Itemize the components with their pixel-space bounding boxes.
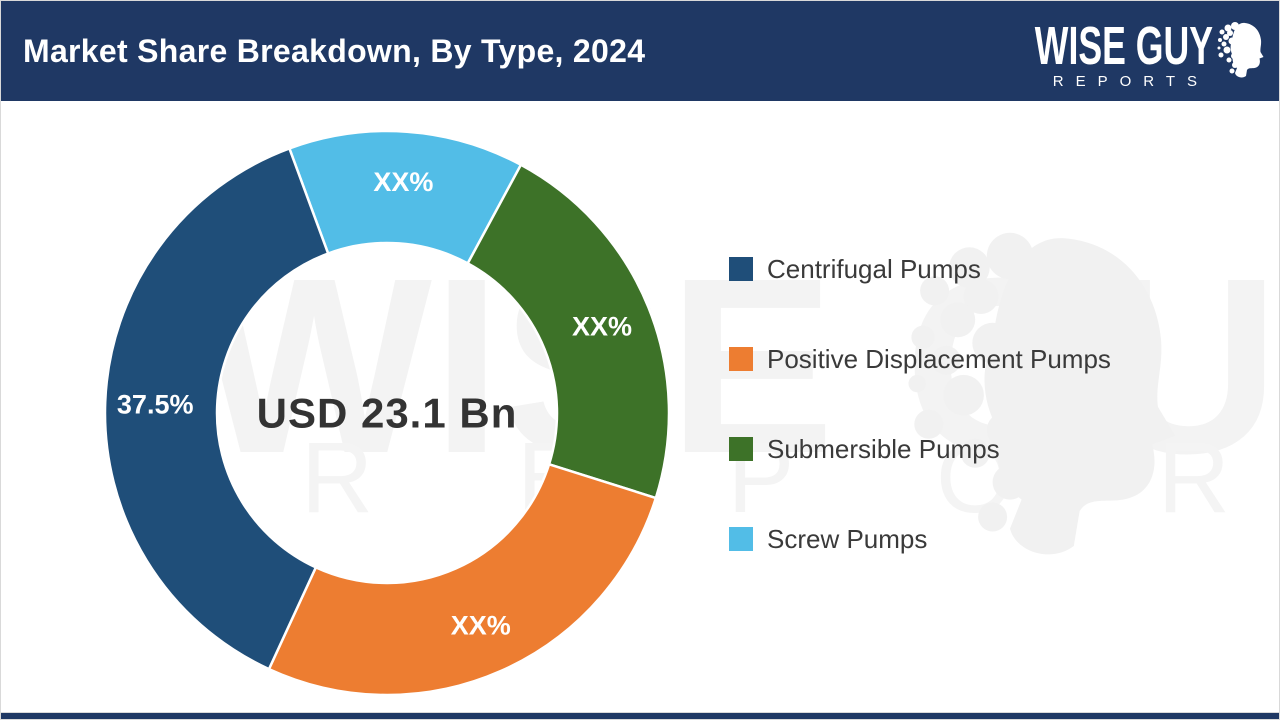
page-title: Market Share Breakdown, By Type, 2024 [23, 32, 646, 69]
legend-item: Submersible Pumps [729, 433, 1111, 465]
legend-label: Submersible Pumps [767, 433, 1000, 464]
donut-segment [466, 163, 671, 500]
logo-wordmark: WISE GUY [1034, 16, 1213, 76]
legend-item: Centrifugal Pumps [729, 253, 1111, 285]
donut-chart: XX% XX% XX% 37.5% USD 23.1 Bn [103, 129, 671, 697]
donut-segment [267, 463, 658, 697]
legend-label: Centrifugal Pumps [767, 253, 981, 284]
footer-bar [1, 713, 1279, 719]
donut-segment [103, 147, 330, 671]
legend-label: Screw Pumps [767, 523, 928, 554]
slice-label: 37.5% [117, 389, 194, 419]
legend-label: Positive Displacement Pumps [767, 343, 1111, 374]
legend-item: Screw Pumps [729, 523, 1111, 555]
slice-label: XX% [373, 167, 433, 197]
slice-label: XX% [572, 311, 632, 341]
chart-legend: Centrifugal Pumps Positive Displacement P… [729, 253, 1111, 613]
watermark-face-icon [908, 232, 1176, 555]
legend-swatch [729, 257, 753, 281]
center-value: USD 23.1 Bn [257, 390, 518, 437]
footer-divider [1, 712, 1279, 713]
logo-subtext: REPORTS [1052, 73, 1209, 90]
slice-label: XX% [451, 611, 511, 641]
wise-guy-reports-logo: WISE GUY REPORTS [1009, 7, 1265, 95]
legend-swatch [729, 347, 753, 371]
legend-item: Positive Displacement Pumps [729, 343, 1111, 375]
header-bar: Market Share Breakdown, By Type, 2024 WI… [1, 1, 1279, 101]
legend-swatch [729, 437, 753, 461]
legend-swatch [729, 527, 753, 551]
face-profile-icon [1217, 22, 1264, 78]
